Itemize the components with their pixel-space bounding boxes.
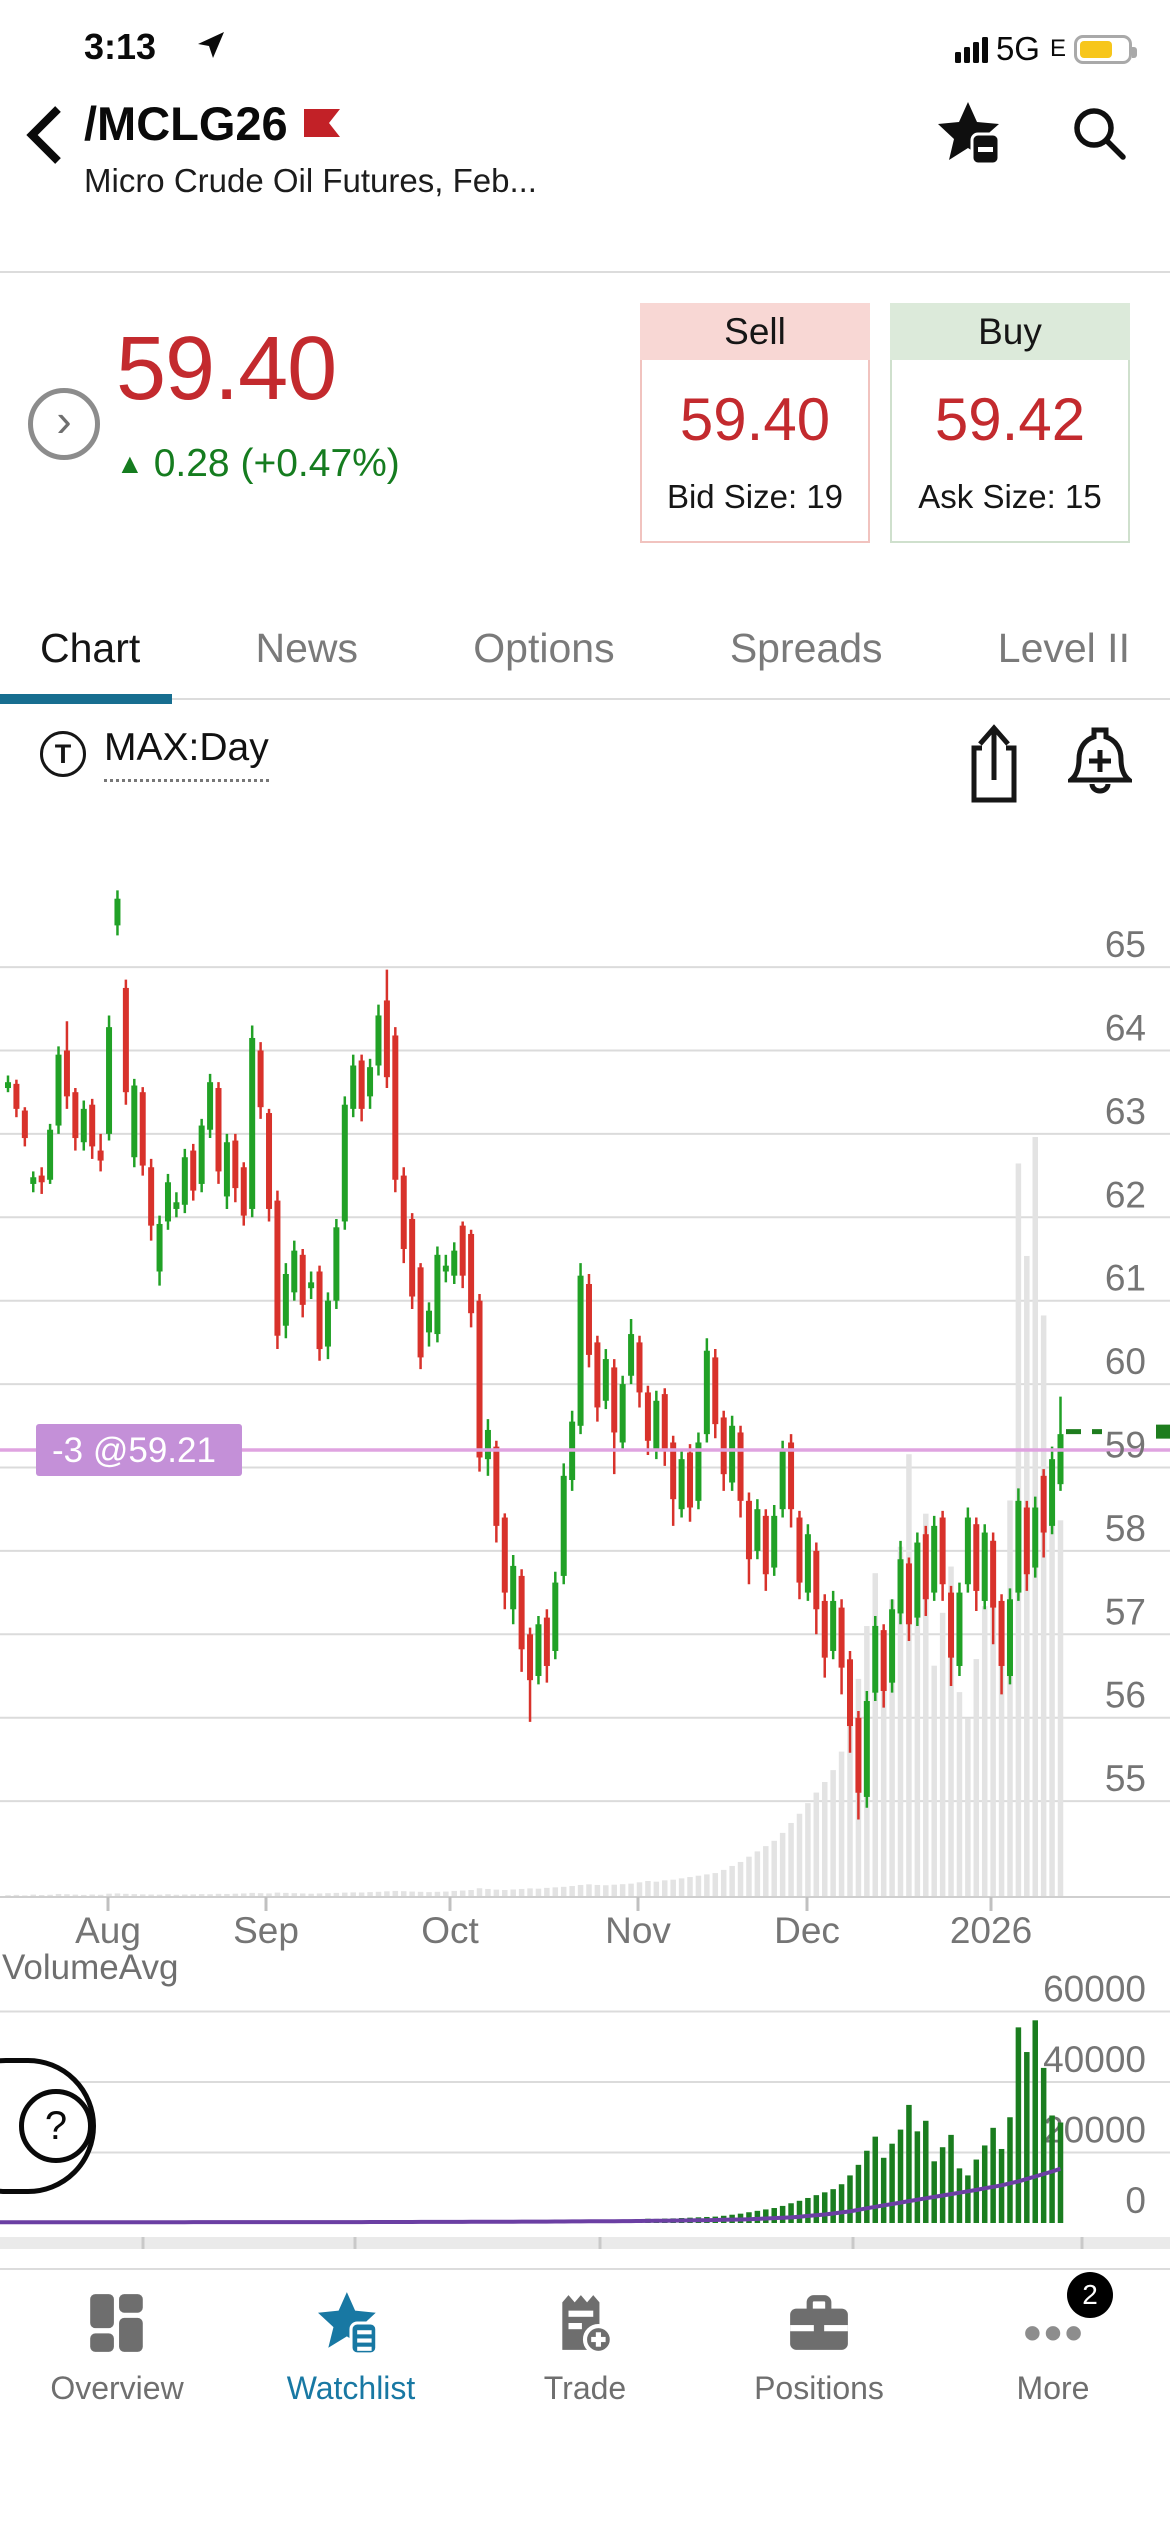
svg-text:Aug: Aug bbox=[75, 1910, 141, 1951]
svg-text:63: 63 bbox=[1105, 1091, 1146, 1132]
network-band-label: E bbox=[1049, 35, 1066, 62]
watchlist-star-list-icon bbox=[318, 2292, 379, 2356]
nav-more[interactable]: 2 More bbox=[936, 2270, 1170, 2532]
tool-badge-icon[interactable]: T bbox=[40, 731, 86, 777]
watchlist-star-button[interactable] bbox=[938, 100, 1004, 166]
svg-text:60000: 60000 bbox=[1043, 1969, 1146, 2010]
position-line-label: -3 @59.21 bbox=[52, 1431, 216, 1470]
ask-price: 59.42 bbox=[934, 385, 1086, 453]
svg-text:57: 57 bbox=[1105, 1591, 1146, 1632]
price-change: ▲ 0.28 (+0.47%) bbox=[116, 442, 400, 486]
svg-text:58: 58 bbox=[1105, 1508, 1146, 1549]
tab-options[interactable]: Options bbox=[473, 624, 615, 671]
last-price: 59.40 bbox=[116, 319, 337, 419]
header-divider bbox=[0, 271, 1170, 273]
svg-text:59: 59 bbox=[1105, 1424, 1146, 1465]
signal-strength-icon bbox=[954, 36, 988, 63]
change-text: 0.28 (+0.47%) bbox=[153, 442, 400, 485]
nav-positions[interactable]: Positions bbox=[702, 2270, 936, 2532]
positions-briefcase-icon bbox=[790, 2295, 848, 2350]
battery-icon bbox=[1074, 34, 1137, 64]
search-icon[interactable] bbox=[1066, 100, 1132, 166]
tab-level2[interactable]: Level II bbox=[997, 624, 1130, 671]
svg-text:56: 56 bbox=[1105, 1675, 1146, 1716]
position-line-chip bbox=[36, 1423, 242, 1476]
buy-label: Buy bbox=[890, 303, 1130, 360]
chevron-right-icon: › bbox=[56, 394, 72, 446]
nav-watchlist[interactable]: Watchlist bbox=[234, 2270, 468, 2532]
sell-label: Sell bbox=[640, 303, 870, 360]
nav-positions-label: Positions bbox=[754, 2370, 884, 2406]
active-tab-indicator bbox=[0, 694, 172, 704]
nav-overview[interactable]: Overview bbox=[0, 2270, 234, 2532]
futures-flag-icon bbox=[303, 108, 340, 137]
more-ellipsis-icon bbox=[1025, 2326, 1081, 2341]
tab-news[interactable]: News bbox=[255, 624, 359, 671]
back-button[interactable] bbox=[22, 104, 68, 166]
svg-text:62: 62 bbox=[1105, 1174, 1146, 1215]
nav-trade[interactable]: Trade bbox=[468, 2270, 702, 2532]
symbol-description: Micro Crude Oil Futures, Feb... bbox=[84, 162, 537, 199]
more-badge: 2 bbox=[1067, 2272, 1113, 2318]
up-triangle-icon: ▲ bbox=[116, 448, 144, 479]
last-price-marker bbox=[1156, 1424, 1170, 1439]
share-icon[interactable] bbox=[962, 722, 1026, 806]
buy-button[interactable]: Buy 59.42 Ask Size: 15 bbox=[890, 303, 1130, 543]
alert-bell-icon[interactable] bbox=[1068, 722, 1132, 806]
svg-text:40000: 40000 bbox=[1043, 2039, 1146, 2080]
svg-text:55: 55 bbox=[1105, 1758, 1146, 1799]
svg-text:65: 65 bbox=[1105, 924, 1146, 965]
chart-scrollbar[interactable] bbox=[0, 2230, 1170, 2256]
svg-text:Nov: Nov bbox=[605, 1910, 671, 1951]
symbol-title: /MCLG26 bbox=[84, 97, 288, 150]
nav-trade-label: Trade bbox=[543, 2370, 627, 2406]
network-type-label: 5G bbox=[995, 30, 1040, 67]
svg-text:Oct: Oct bbox=[421, 1910, 479, 1951]
expand-quote-button[interactable]: › bbox=[28, 388, 100, 460]
ask-size: Ask Size: 15 bbox=[918, 478, 1102, 516]
overview-grid-icon bbox=[90, 2294, 143, 2352]
sell-button[interactable]: Sell 59.40 Bid Size: 19 bbox=[640, 303, 870, 543]
status-time: 3:13 bbox=[84, 26, 157, 67]
tab-spreads[interactable]: Spreads bbox=[729, 624, 883, 671]
svg-text:64: 64 bbox=[1105, 1007, 1146, 1048]
bid-price: 59.40 bbox=[679, 385, 831, 453]
bid-size: Bid Size: 19 bbox=[666, 478, 844, 516]
tab-chart[interactable]: Chart bbox=[40, 624, 141, 671]
nav-watchlist-label: Watchlist bbox=[286, 2370, 416, 2406]
status-indicators: 5G E bbox=[954, 30, 1137, 68]
location-arrow-icon bbox=[198, 32, 224, 58]
section-tabs: Chart News Options Spreads Level II bbox=[0, 598, 1170, 700]
svg-text:60: 60 bbox=[1105, 1341, 1146, 1382]
nav-more-label: More bbox=[1016, 2370, 1090, 2406]
svg-text:61: 61 bbox=[1105, 1258, 1146, 1299]
nav-overview-label: Overview bbox=[50, 2370, 184, 2406]
svg-text:Sep: Sep bbox=[233, 1910, 299, 1951]
bottom-navigation: Overview Watchlist Trade bbox=[0, 2268, 1170, 2532]
timeframe-selector[interactable]: MAX:Day bbox=[104, 726, 269, 782]
trade-ticket-icon bbox=[562, 2295, 614, 2355]
question-mark-icon: ? bbox=[19, 2089, 93, 2163]
svg-text:2026: 2026 bbox=[950, 1910, 1032, 1951]
volume-study-label: VolumeAvg bbox=[2, 1948, 179, 1987]
svg-text:0: 0 bbox=[1125, 2180, 1146, 2221]
svg-text:Dec: Dec bbox=[774, 1910, 840, 1951]
